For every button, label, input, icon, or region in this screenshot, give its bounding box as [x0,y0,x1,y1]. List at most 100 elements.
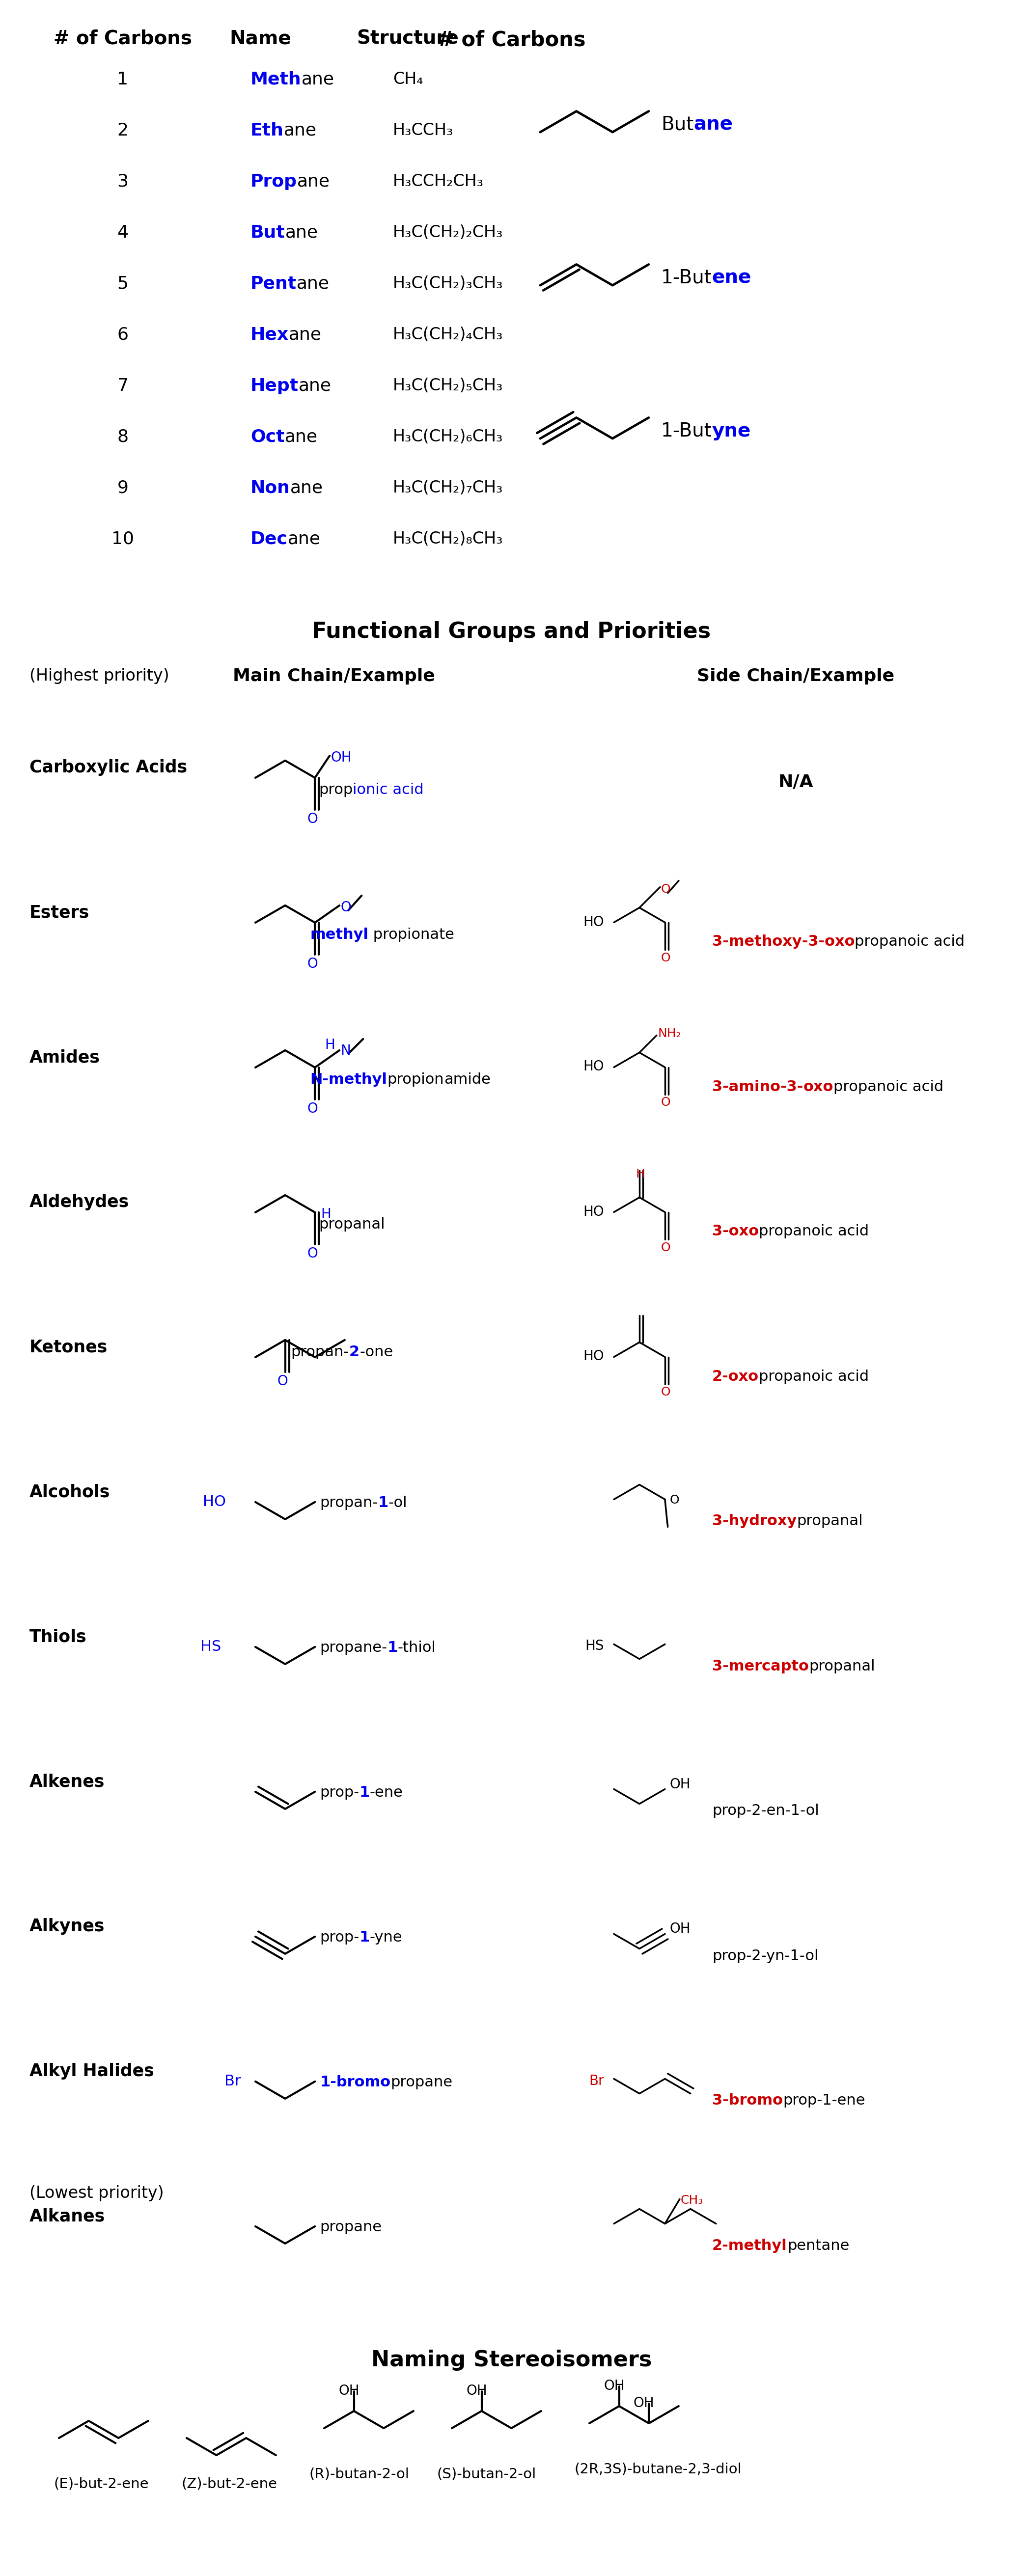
Text: Amides: Amides [30,1048,100,1066]
Text: propanal: propanal [319,1218,385,1231]
Text: Esters: Esters [30,904,89,920]
Text: -one: -one [359,1345,393,1360]
Text: ene: ene [712,268,752,286]
Text: But: But [251,224,285,242]
Text: Naming Stereoisomers: Naming Stereoisomers [371,2349,652,2370]
Text: (R)-butan-2-ol: (R)-butan-2-ol [309,2468,409,2481]
Text: 10: 10 [112,531,134,549]
Text: HO: HO [583,1206,604,1218]
Text: 4: 4 [117,224,129,242]
Text: Alkenes: Alkenes [30,1772,104,1790]
Text: Prop: Prop [251,173,297,191]
Text: HS: HS [201,1641,221,1654]
Text: propanoic acid: propanoic acid [855,935,965,948]
Text: H₃C(CH₂)₆CH₃: H₃C(CH₂)₆CH₃ [393,428,503,446]
Text: 2-methyl: 2-methyl [712,2239,787,2251]
Text: propane: propane [320,2221,382,2233]
Text: O: O [661,953,671,963]
Text: ionic acid: ionic acid [353,783,424,796]
Text: 1: 1 [377,1497,389,1510]
Text: ane: ane [285,224,318,242]
Text: oxo: oxo [803,1079,834,1095]
Text: H₃C(CH₂)₇CH₃: H₃C(CH₂)₇CH₃ [393,479,503,497]
Text: H: H [635,1167,646,1180]
Text: OH: OH [604,2380,625,2393]
Text: propanoic acid: propanoic acid [759,1224,869,1239]
Text: ane: ane [299,379,331,394]
Text: -ol: -ol [389,1497,407,1510]
Text: OH: OH [330,750,352,765]
Text: O: O [661,1242,671,1255]
Text: 9: 9 [118,479,129,497]
Text: (2R,3S)-butane-2,3-diol: (2R,3S)-butane-2,3-diol [575,2463,742,2476]
Text: H₃C(CH₂)₅CH₃: H₃C(CH₂)₅CH₃ [393,379,503,394]
Text: ane: ane [284,428,317,446]
Text: Hept: Hept [251,379,299,394]
Text: yne: yne [712,422,751,440]
Text: 1-But: 1-But [661,268,712,286]
Text: OH: OH [466,2383,487,2398]
Text: propanal: propanal [797,1515,862,1528]
Text: -ene: -ene [369,1785,403,1801]
Text: N/A: N/A [779,773,813,791]
Text: prop-1-ene: prop-1-ene [783,2094,865,2107]
Text: O: O [307,958,318,971]
Text: prop-: prop- [320,1929,359,1945]
Text: ane: ane [302,72,335,88]
Text: 3-bromo: 3-bromo [712,2094,783,2107]
Text: O: O [307,1247,318,1260]
Text: Pent: Pent [251,276,297,291]
Text: ane: ane [288,327,322,343]
Text: H₃C(CH₂)₂CH₃: H₃C(CH₂)₂CH₃ [393,224,503,240]
Text: 1-But: 1-But [661,422,712,440]
Text: methyl: methyl [310,927,368,943]
Text: H₃C(CH₂)₈CH₃: H₃C(CH₂)₈CH₃ [393,531,503,546]
Text: 1: 1 [387,1641,398,1654]
Text: ane: ane [287,531,320,549]
Text: 3-amino-3-: 3-amino-3- [712,1079,803,1095]
Text: propanal: propanal [809,1659,875,1674]
Text: Aldehydes: Aldehydes [30,1193,129,1211]
Text: O: O [341,902,351,914]
Text: prop-2-yn-1-ol: prop-2-yn-1-ol [712,1947,818,1963]
Text: But: But [661,116,694,134]
Text: OH: OH [339,2383,359,2398]
Text: Alcohols: Alcohols [30,1484,110,1499]
Text: propanoic acid: propanoic acid [759,1370,869,1383]
Text: O: O [661,1097,671,1108]
Text: Name: Name [229,28,292,49]
Text: Br: Br [224,2074,240,2089]
Text: H₃C(CH₂)₃CH₃: H₃C(CH₂)₃CH₃ [393,276,503,291]
Text: H: H [324,1038,335,1051]
Text: OH: OH [670,1922,691,1937]
Text: H₃CCH₂CH₃: H₃CCH₂CH₃ [393,173,484,191]
Text: HS: HS [585,1638,604,1654]
Text: Alkyl Halides: Alkyl Halides [30,2063,154,2079]
Text: ane: ane [291,479,323,497]
Text: HO: HO [203,1494,226,1510]
Text: -thiol: -thiol [398,1641,436,1654]
Text: 1-bromo: 1-bromo [320,2076,391,2089]
Text: propanoic acid: propanoic acid [834,1079,943,1095]
Text: O: O [661,884,671,894]
Text: CH₃: CH₃ [680,2195,704,2205]
Text: (Z)-but-2-ene: (Z)-but-2-ene [182,2478,277,2491]
Text: Hex: Hex [251,327,288,343]
Text: 3-oxo: 3-oxo [712,1224,759,1239]
Text: Ketones: Ketones [30,1340,107,1355]
Text: # of Carbons: # of Carbons [53,28,192,49]
Text: (Lowest priority): (Lowest priority) [30,2184,164,2202]
Text: Carboxylic Acids: Carboxylic Acids [30,760,187,775]
Text: 6: 6 [117,327,129,343]
Text: propionate: propionate [368,927,454,943]
Text: ane: ane [283,121,317,139]
Text: OH: OH [633,2396,655,2411]
Text: 3-mercapto: 3-mercapto [712,1659,809,1674]
Text: prop: prop [319,783,353,796]
Text: 3-methoxy-3-oxo: 3-methoxy-3-oxo [712,935,855,948]
Text: O: O [307,811,318,827]
Text: Eth: Eth [251,121,283,139]
Text: (E)-but-2-ene: (E)-but-2-ene [54,2478,149,2491]
Text: 1: 1 [359,1785,369,1801]
Text: 2: 2 [117,121,129,139]
